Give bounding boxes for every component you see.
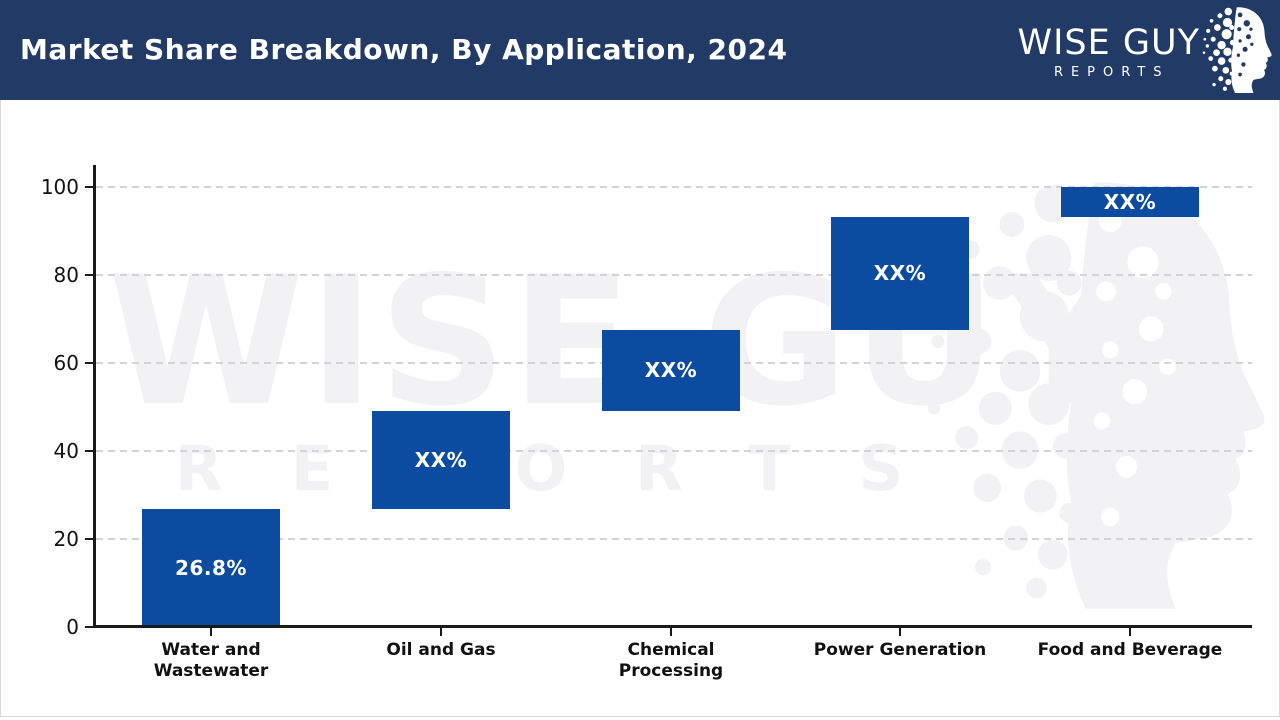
x-axis-line	[93, 625, 1252, 628]
y-axis-line	[93, 165, 96, 628]
x-tick-mark	[670, 628, 672, 636]
x-category-label: Food and Beverage	[1037, 640, 1223, 660]
logo-wordmark-block: WISE GUY REPORTS	[1017, 23, 1200, 80]
header-bar: Market Share Breakdown, By Application, …	[0, 0, 1280, 100]
x-tick-mark	[1129, 628, 1131, 636]
bar-water-and-wastewater: 26.8%	[142, 509, 280, 627]
watermark-head-icon	[927, 182, 1265, 609]
gridline-20	[96, 538, 1252, 540]
y-tick-mark	[85, 626, 93, 628]
y-tick-mark	[85, 450, 93, 452]
y-tick-label: 0	[66, 615, 79, 639]
x-category-label: Chemical Processing	[618, 640, 724, 681]
x-category-label: Power Generation	[813, 640, 987, 660]
bar-power-generation: XX%	[831, 216, 969, 330]
y-tick-label: 40	[53, 439, 79, 463]
y-tick-label: 60	[53, 351, 79, 375]
y-tick-mark	[85, 538, 93, 540]
y-tick-label: 100	[40, 175, 79, 199]
bar-food-and-beverage: XX%	[1061, 187, 1199, 217]
y-tick-mark	[85, 362, 93, 364]
x-category-label: Oil and Gas	[386, 640, 496, 660]
logo-head-icon	[1202, 7, 1272, 93]
bar-chemical-processing: XX%	[602, 330, 740, 411]
bar-value-label: XX%	[414, 448, 468, 472]
logo-subtext: REPORTS	[1053, 64, 1170, 80]
bar-value-label: XX%	[644, 358, 698, 383]
watermark-subtext: REPORTS	[175, 432, 972, 505]
x-category-label: Water and Wastewater	[153, 640, 269, 681]
y-tick-mark	[85, 186, 93, 188]
bar-value-label: XX%	[1103, 189, 1157, 214]
y-tick-label: 80	[53, 263, 79, 287]
y-tick-mark	[85, 274, 93, 276]
y-tick-label: 20	[53, 527, 79, 551]
bar-value-label: XX%	[873, 261, 927, 286]
x-tick-mark	[440, 628, 442, 636]
chart-title: Market Share Breakdown, By Application, …	[20, 33, 788, 66]
logo-wordmark: WISE GUY	[1017, 22, 1200, 63]
bar-oil-and-gas: XX%	[372, 410, 510, 510]
bar-value-label: 26.8%	[175, 556, 247, 581]
gridline-80	[96, 274, 1252, 276]
gridline-40	[96, 450, 1252, 452]
wise-guy-logo: WISE GUY REPORTS	[1017, 6, 1274, 96]
gridline-100	[96, 186, 1252, 188]
x-tick-mark	[210, 628, 212, 636]
x-tick-mark	[899, 628, 901, 636]
